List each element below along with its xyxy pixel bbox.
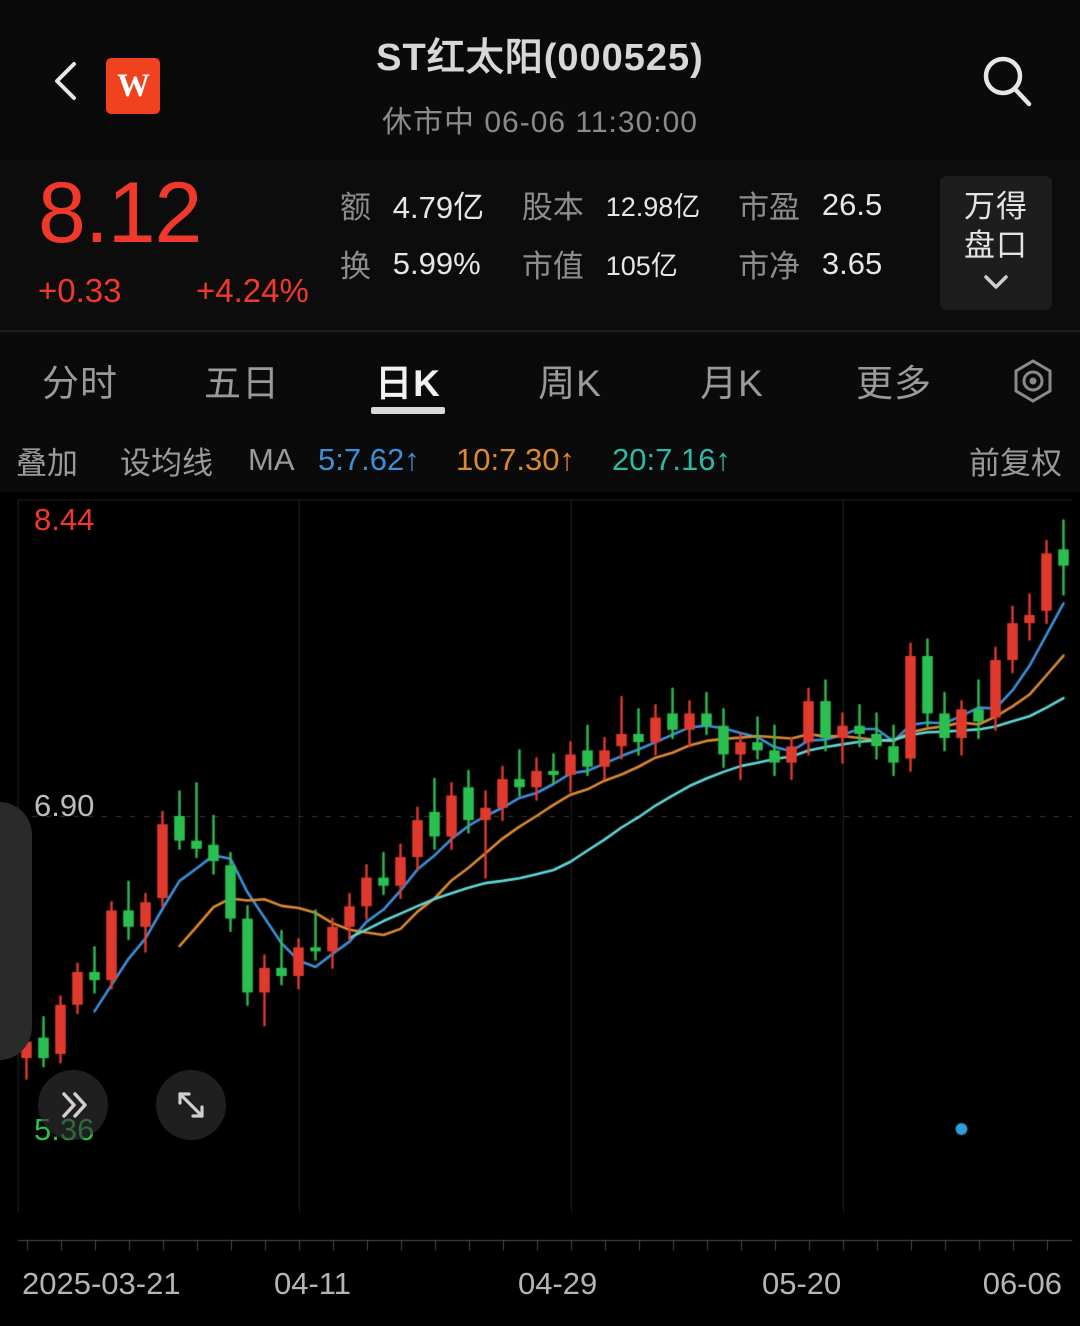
x-tick-4: 06-06 [982, 1266, 1062, 1301]
tab-5day[interactable]: 五日 [172, 332, 312, 428]
x-tick-0: 2025-03-21 [22, 1266, 181, 1301]
double-chevron-right-icon [62, 1092, 87, 1118]
kline-chart-area[interactable]: 8.44 6.90 5.36 [0, 492, 1080, 1254]
ma-label: MA [248, 442, 295, 477]
wande-label-line2: 盘口 [964, 227, 1028, 263]
tab-label: 日K [375, 363, 441, 404]
last-price: 8.12 [38, 165, 202, 261]
tab-label: 月K [700, 363, 764, 404]
candlestick-canvas[interactable] [0, 492, 1080, 1254]
stat-value-amount: 4.79亿 [392, 190, 485, 225]
set-ma-button[interactable]: 设均线 [120, 445, 213, 481]
back-button[interactable] [46, 58, 86, 104]
tab-fenshi[interactable]: 分时 [10, 332, 150, 428]
x-axis: 2025-03-21 04-11 04-29 05-20 06-06 [0, 1254, 1080, 1326]
tab-label: 周K [538, 363, 602, 404]
x-tick-1: 04-11 [274, 1266, 351, 1301]
wande-label-line1: 万得 [964, 189, 1028, 224]
stat-label-mktcap: 市值 [521, 249, 584, 284]
expand-diagonal-icon [178, 1092, 204, 1118]
tab-more[interactable]: 更多 [824, 332, 964, 428]
quote-panel: 8.12 +0.33 +4.24% 额 4.79亿 股本 12.98亿 市盈 2… [0, 160, 1080, 330]
drawer-handle[interactable] [0, 802, 32, 1060]
tab-dayk[interactable]: 日K [338, 332, 478, 428]
title-block: ST红太阳(000525) 休市中 06-06 11:30:00 [0, 26, 1080, 141]
ma20-value: 20:7.16↑ [612, 442, 731, 477]
x-tick-2: 04-29 [518, 1266, 598, 1301]
overlay-button[interactable]: 叠加 [16, 445, 78, 481]
app-header: W ST红太阳(000525) 休市中 06-06 11:30:00 [0, 0, 1080, 160]
stat-value-mktcap: 105亿 [605, 251, 678, 281]
stat-value-shares: 12.98亿 [605, 192, 701, 222]
y-axis-mid-label: 6.90 [34, 788, 95, 823]
tab-label: 五日 [204, 363, 280, 404]
chart-period-tabs: 分时 五日 日K 周K 月K 更多 [0, 332, 1080, 428]
ma-indicator-bar: 叠加 设均线 MA 5:7.62↑ 10:7.30↑ 20:7.16↑ 前复权 [0, 428, 1080, 492]
chevron-left-icon [55, 62, 76, 100]
stat-value-pb: 3.65 [821, 245, 883, 281]
stat-label-shares: 股本 [521, 190, 584, 225]
fullscreen-button[interactable] [156, 1070, 226, 1140]
ma10-value: 10:7.30↑ [456, 442, 575, 477]
adjust-button[interactable]: 前复权 [969, 445, 1062, 481]
header-divider [0, 330, 1080, 332]
wind-logo[interactable]: W [106, 58, 160, 114]
wande-orderbook-button[interactable]: 万得 盘口 [940, 176, 1052, 310]
x-tick-3: 05-20 [762, 1266, 842, 1301]
chevron-down-icon [981, 272, 1011, 297]
active-tab-underline [371, 407, 445, 414]
search-button[interactable] [978, 52, 1036, 110]
chart-settings-button[interactable] [1008, 356, 1058, 406]
tab-monthk[interactable]: 月K [662, 332, 802, 428]
page-title: ST红太阳(000525) [376, 37, 704, 79]
price-change-pct: +4.24% [196, 272, 309, 309]
tab-weekk[interactable]: 周K [500, 332, 640, 428]
search-icon [983, 56, 1032, 107]
stat-label-turnover: 换 [340, 249, 371, 284]
market-status: 休市中 06-06 11:30:00 [382, 106, 698, 139]
stat-value-turnover: 5.99% [392, 245, 481, 281]
stat-value-pe: 26.5 [821, 186, 883, 222]
hexagon-settings-icon [1014, 359, 1052, 403]
price-change: +0.33 [38, 272, 122, 309]
ma5-value: 5:7.62↑ [318, 442, 420, 477]
stat-label-amount: 额 [340, 190, 371, 225]
stat-grid: 额 4.79亿 股本 12.98亿 市盈 26.5 换 5.99% 市值 105… [340, 182, 920, 286]
stat-label-pb: 市净 [738, 249, 801, 284]
tab-label: 更多 [856, 363, 932, 404]
tab-label: 分时 [42, 363, 118, 404]
stat-label-pe: 市盈 [738, 190, 801, 225]
y-axis-high-label: 8.44 [34, 502, 95, 537]
next-page-button[interactable] [38, 1070, 108, 1140]
